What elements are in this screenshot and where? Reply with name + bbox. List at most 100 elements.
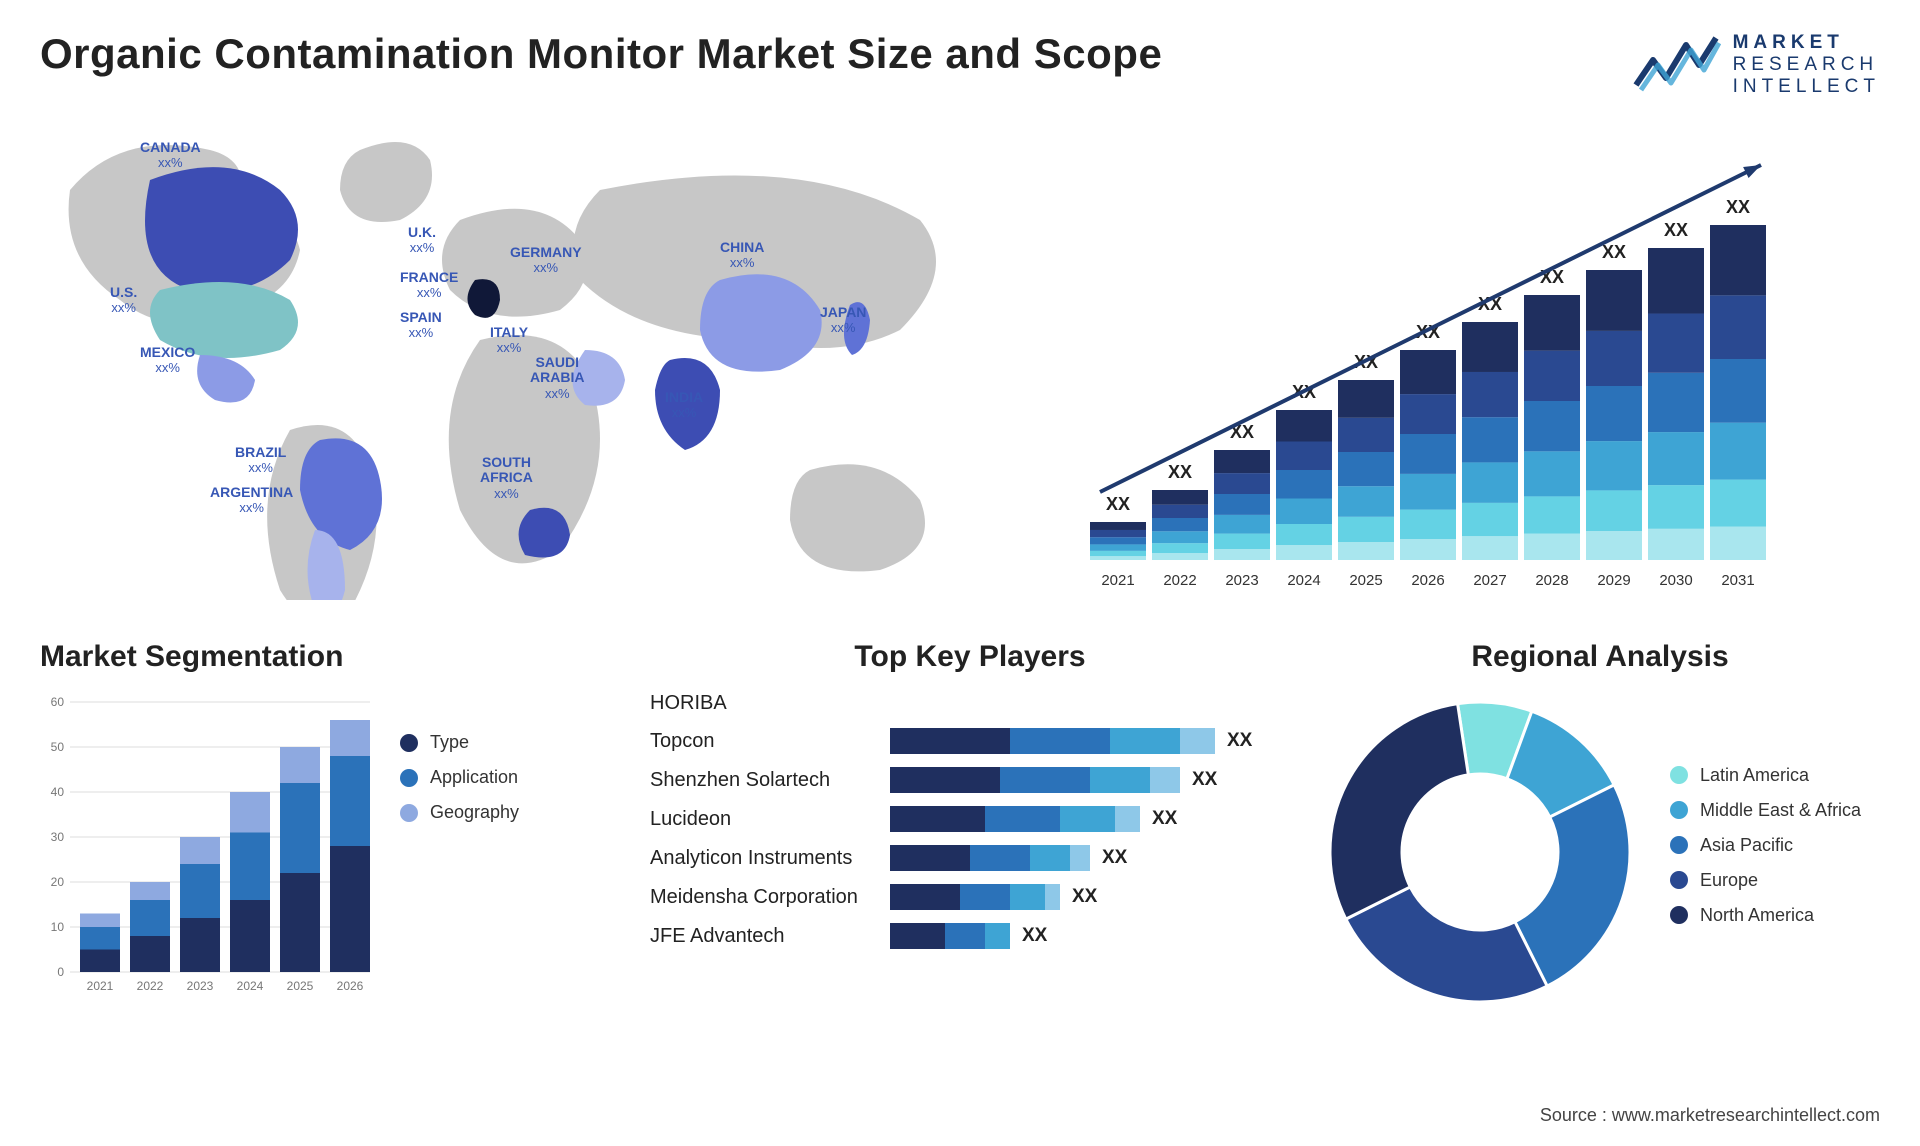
svg-text:2021: 2021 — [87, 979, 114, 993]
legend-item: Application — [400, 767, 519, 788]
player-row: Meidensha Corporation XX — [650, 884, 1290, 910]
map-label: SOUTHAFRICAxx% — [480, 455, 533, 501]
segmentation-section: Market Segmentation 0 10 20 30 40 50 60 2021 202… — [40, 640, 620, 1012]
legend-item: Asia Pacific — [1670, 835, 1861, 856]
regional-title: Regional Analysis — [1320, 640, 1880, 674]
player-value: XX — [1227, 730, 1252, 752]
svg-text:XX: XX — [1726, 197, 1750, 217]
player-name: JFE Advantech — [650, 925, 890, 948]
logo-text: MARKET RESEARCH INTELLECT — [1733, 32, 1880, 98]
player-bar — [890, 806, 1140, 832]
logo-icon — [1631, 30, 1721, 100]
map-label: ARGENTINAxx% — [210, 485, 293, 516]
svg-text:2023: 2023 — [187, 979, 214, 993]
top-row: CANADAxx% U.S.xx% MEXICOxx% BRAZILxx% ARGENT… — [40, 130, 1880, 600]
svg-text:2028: 2028 — [1535, 572, 1568, 589]
svg-text:2023: 2023 — [1225, 572, 1258, 589]
players-list: HORIBATopconXXShenzhen SolartechXXLucide… — [650, 692, 1290, 949]
svg-text:2026: 2026 — [337, 979, 364, 993]
growth-chart: XX2021XX2022XX2023XX2024XX2025XX2026XX20… — [1040, 130, 1880, 600]
brand-logo: MARKET RESEARCH INTELLECT — [1631, 30, 1880, 100]
svg-text:20: 20 — [51, 875, 65, 889]
legend-item: North America — [1670, 905, 1861, 926]
svg-text:2029: 2029 — [1597, 572, 1630, 589]
svg-text:60: 60 — [51, 695, 65, 709]
player-value: XX — [1102, 847, 1127, 869]
player-bar — [890, 845, 1090, 871]
player-name: Lucideon — [650, 808, 890, 831]
player-row: Shenzhen Solartech XX — [650, 767, 1290, 793]
segmentation-legend: Type Application Geography — [400, 732, 519, 837]
player-row: Analyticon Instruments XX — [650, 845, 1290, 871]
page-title: Organic Contamination Monitor Market Siz… — [40, 30, 1162, 78]
header: Organic Contamination Monitor Market Siz… — [40, 30, 1880, 100]
player-name: HORIBA — [650, 692, 890, 715]
donut-svg — [1320, 692, 1640, 1012]
player-bar — [890, 884, 1060, 910]
regional-section: Regional Analysis Latin America Middle Ea… — [1320, 640, 1880, 1012]
map-label: CANADAxx% — [140, 140, 201, 171]
svg-text:2024: 2024 — [237, 979, 264, 993]
map-label: MEXICOxx% — [140, 345, 195, 376]
map-label: SAUDIARABIAxx% — [530, 355, 584, 401]
legend-item: Geography — [400, 802, 519, 823]
player-row: Lucideon XX — [650, 806, 1290, 832]
legend-item: Middle East & Africa — [1670, 800, 1861, 821]
svg-text:XX: XX — [1602, 242, 1626, 262]
segmentation-title: Market Segmentation — [40, 640, 620, 674]
world-map: CANADAxx% U.S.xx% MEXICOxx% BRAZILxx% ARGENT… — [40, 130, 1000, 600]
svg-text:2026: 2026 — [1411, 572, 1444, 589]
player-value: XX — [1022, 925, 1047, 947]
svg-text:50: 50 — [51, 740, 65, 754]
svg-text:0: 0 — [57, 965, 64, 979]
svg-text:10: 10 — [51, 920, 65, 934]
svg-text:30: 30 — [51, 830, 65, 844]
player-value: XX — [1192, 769, 1217, 791]
legend-item: Latin America — [1670, 765, 1861, 786]
legend-item: Europe — [1670, 870, 1861, 891]
map-label: INDIAxx% — [665, 390, 703, 421]
svg-text:XX: XX — [1168, 462, 1192, 482]
map-label: SPAINxx% — [400, 310, 442, 341]
svg-text:2025: 2025 — [287, 979, 314, 993]
map-label: BRAZILxx% — [235, 445, 286, 476]
map-label: U.S.xx% — [110, 285, 137, 316]
player-bar — [890, 923, 1010, 949]
map-label: GERMANYxx% — [510, 245, 582, 276]
svg-text:2031: 2031 — [1721, 572, 1754, 589]
svg-text:40: 40 — [51, 785, 65, 799]
player-name: Shenzhen Solartech — [650, 769, 890, 792]
map-label: ITALYxx% — [490, 325, 528, 356]
players-section: Top Key Players HORIBATopconXXShenzhen S… — [650, 640, 1290, 1012]
svg-text:2022: 2022 — [1163, 572, 1196, 589]
player-row: HORIBA — [650, 692, 1290, 715]
player-name: Topcon — [650, 730, 890, 753]
player-name: Meidensha Corporation — [650, 886, 890, 909]
player-row: Topcon XX — [650, 728, 1290, 754]
svg-text:2025: 2025 — [1349, 572, 1382, 589]
map-label: CHINAxx% — [720, 240, 764, 271]
player-value: XX — [1152, 808, 1177, 830]
player-name: Analyticon Instruments — [650, 847, 890, 870]
segmentation-svg: 0 10 20 30 40 50 60 2021 2022 2023 2024 2025 2026 — [40, 692, 380, 1002]
player-bar — [890, 728, 1215, 754]
players-title: Top Key Players — [650, 640, 1290, 674]
svg-text:2024: 2024 — [1287, 572, 1320, 589]
svg-text:2027: 2027 — [1473, 572, 1506, 589]
player-row: JFE Advantech XX — [650, 923, 1290, 949]
svg-text:XX: XX — [1106, 494, 1130, 514]
legend-item: Type — [400, 732, 519, 753]
segmentation-chart: 0 10 20 30 40 50 60 2021 2022 2023 2024 2025 2026 — [40, 692, 380, 1002]
source-label: Source : www.marketresearchintellect.com — [1540, 1105, 1880, 1126]
map-label: FRANCExx% — [400, 270, 458, 301]
player-value: XX — [1072, 886, 1097, 908]
bottom-row: Market Segmentation 0 10 20 30 40 50 60 2021 202… — [40, 640, 1880, 1012]
regional-donut — [1320, 692, 1640, 1012]
regional-legend: Latin America Middle East & Africa Asia Pa… — [1670, 765, 1861, 940]
map-label: U.K.xx% — [408, 225, 436, 256]
map-label: JAPANxx% — [820, 305, 866, 336]
svg-text:2030: 2030 — [1659, 572, 1692, 589]
growth-chart-svg: XX2021XX2022XX2023XX2024XX2025XX2026XX20… — [1040, 130, 1880, 600]
svg-text:XX: XX — [1664, 220, 1688, 240]
svg-text:2022: 2022 — [137, 979, 164, 993]
